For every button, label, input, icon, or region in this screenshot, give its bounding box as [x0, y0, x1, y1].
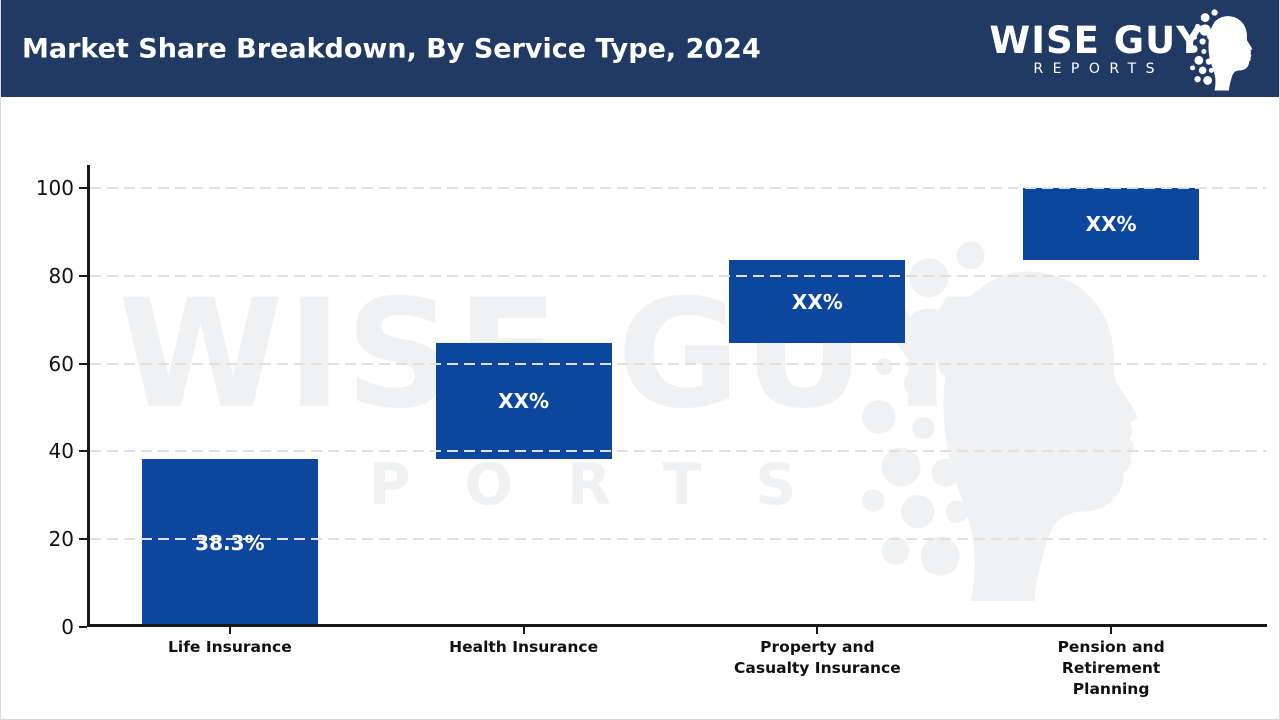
y-tick-label-100: 100 — [35, 176, 74, 200]
y-tick-label-0: 0 — [61, 615, 74, 639]
brand-name: WISE GUY — [989, 18, 1204, 62]
gridline-100 — [90, 187, 1266, 189]
bar-value-label-3: XX% — [1085, 211, 1137, 236]
category-label-line: Health Insurance — [449, 638, 599, 656]
category-label-0: Life Insurance — [80, 637, 380, 658]
category-label-line: Life Insurance — [168, 638, 292, 656]
category-label-line: Retirement — [1061, 659, 1161, 677]
waterfall-chart: 0 20 40 60 80 100 38.3% Life Insurance XX% Health… — [0, 97, 1280, 720]
brand-logo: WISE GUY REPORTS — [989, 4, 1270, 94]
x-tick-3 — [1110, 627, 1113, 634]
y-tick-label-40: 40 — [48, 439, 74, 464]
y-tick-60 — [79, 362, 87, 365]
brand-logo-text: WISE GUY REPORTS — [989, 18, 1204, 77]
x-tick-1 — [522, 627, 525, 634]
gridline-60 — [90, 362, 1266, 365]
category-label-3: Pension and Retirement Planning — [961, 637, 1261, 700]
header-bar: Market Share Breakdown, By Service Type,… — [0, 0, 1280, 97]
x-axis-line — [87, 624, 1267, 627]
category-label-line: Casualty Insurance — [734, 659, 901, 677]
gridline-80 — [90, 274, 1266, 277]
bar-value-label-1: XX% — [498, 389, 550, 414]
category-label-line: Property and — [760, 638, 875, 656]
bar-segment-3 — [1023, 188, 1200, 260]
bar-segment-2 — [729, 259, 906, 344]
x-tick-2 — [816, 627, 819, 634]
category-label-2: Property and Casualty Insurance — [667, 637, 967, 679]
gridline-20 — [90, 538, 1266, 541]
y-tick-label-20: 20 — [48, 527, 74, 552]
bar-value-label-2: XX% — [791, 289, 843, 314]
category-label-1: Health Insurance — [374, 637, 674, 658]
gridline-40 — [90, 450, 1266, 453]
bar-value-label-0: 38.3% — [195, 530, 265, 555]
y-axis-line — [87, 165, 90, 627]
y-tick-80 — [79, 274, 87, 277]
page-title: Market Share Breakdown, By Service Type,… — [22, 33, 761, 64]
y-tick-label-80: 80 — [48, 263, 74, 288]
y-tick-100 — [79, 187, 87, 189]
category-label-line: Pension and — [1057, 638, 1165, 656]
y-tick-20 — [79, 538, 87, 541]
category-label-line: Planning — [1072, 680, 1150, 698]
brand-subtitle: REPORTS — [1033, 60, 1165, 77]
y-tick-label-60: 60 — [48, 351, 74, 376]
x-tick-0 — [228, 627, 231, 634]
y-tick-0 — [79, 626, 87, 628]
bar-segment-0 — [141, 458, 318, 627]
y-tick-40 — [79, 450, 87, 453]
